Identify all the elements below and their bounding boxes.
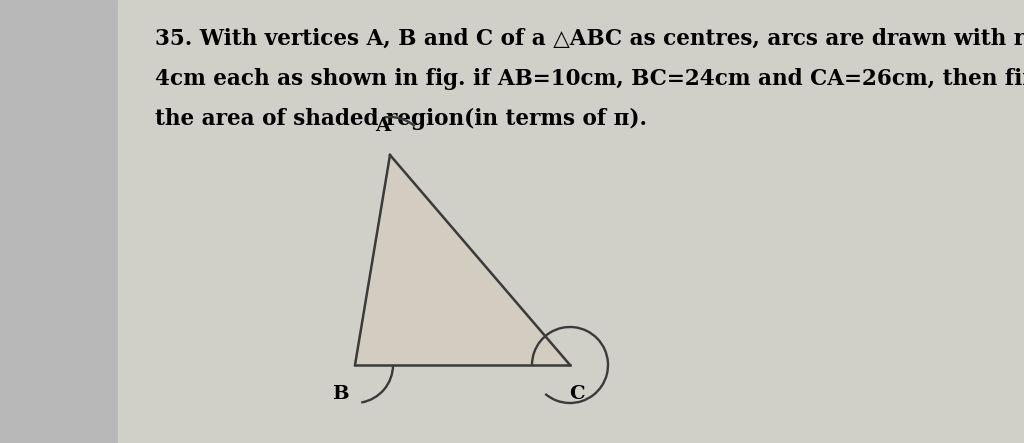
Text: the area of shaded region(in terms of π).: the area of shaded region(in terms of π)… <box>155 108 647 130</box>
Text: 35. With vertices A, B and C of a △ABC as centres, arcs are drawn with radius: 35. With vertices A, B and C of a △ABC a… <box>155 28 1024 50</box>
Text: 4cm each as shown in fig. if AB=10cm, BC=24cm and CA=26cm, then find: 4cm each as shown in fig. if AB=10cm, BC… <box>155 68 1024 90</box>
Text: A: A <box>376 117 390 135</box>
Text: C: C <box>569 385 585 403</box>
Polygon shape <box>355 155 570 365</box>
Text: B: B <box>332 385 348 403</box>
